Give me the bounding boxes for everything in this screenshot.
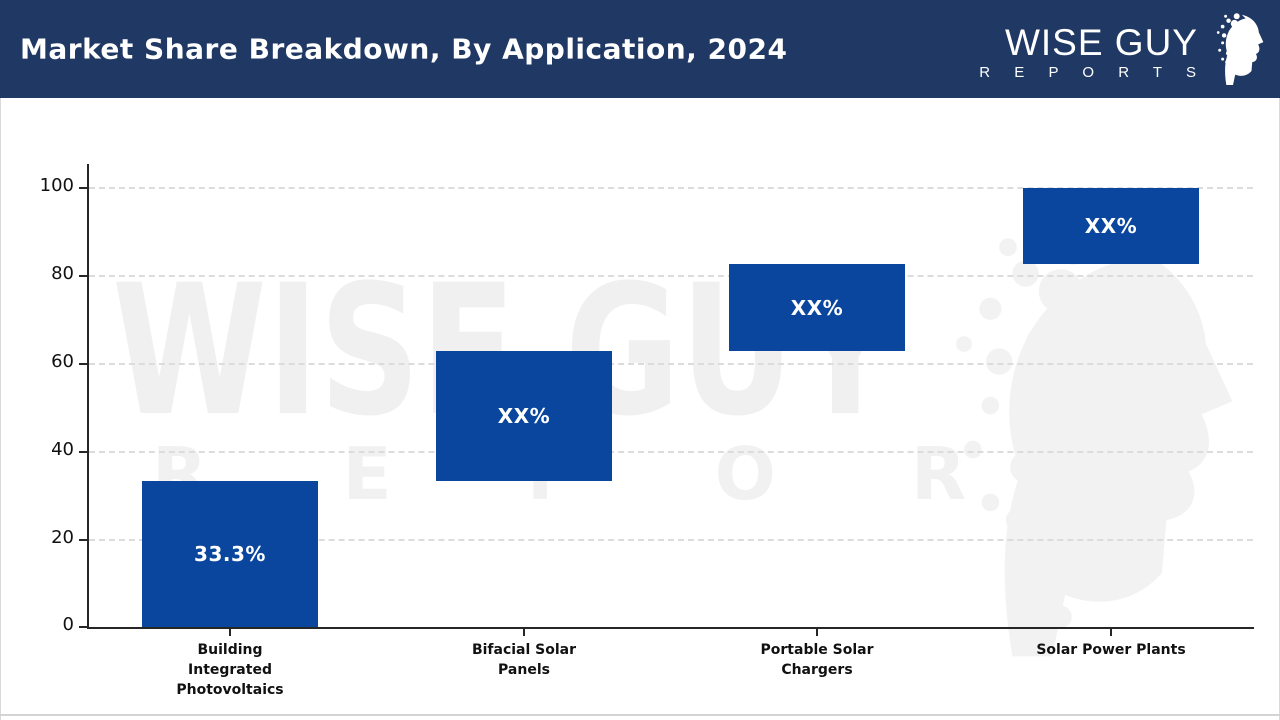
y-axis-tick-label: 40 — [51, 439, 74, 460]
bar-value-label: XX% — [1084, 214, 1138, 238]
y-axis-tick-label: 20 — [51, 527, 74, 548]
bar-value-label: XX% — [497, 404, 551, 428]
bar-building-integrated-photovoltaics: 33.3% — [142, 481, 318, 627]
y-axis-tick-label: 100 — [39, 175, 74, 196]
logo-reports-text: R E P O R T S — [979, 64, 1206, 81]
category-label-line: Portable Solar — [760, 642, 874, 658]
y-axis-line — [87, 164, 89, 629]
gridline — [89, 539, 1253, 541]
y-axis-tick-label: 80 — [51, 263, 74, 284]
y-axis-tick-label: 0 — [62, 614, 74, 635]
category-label-bifacial-solar-panels: Bifacial Solar Panels — [394, 640, 654, 680]
category-label-line: Building — [197, 642, 263, 658]
x-axis-tick — [229, 629, 231, 636]
watermark-face-icon — [956, 229, 1233, 657]
x-axis-tick — [523, 629, 525, 636]
page-border — [0, 714, 1280, 716]
x-axis-tick — [816, 629, 818, 636]
gridline — [89, 363, 1253, 365]
bar-bifacial-solar-panels: XX% — [436, 351, 612, 481]
page-title: Market Share Breakdown, By Application, … — [20, 32, 788, 66]
category-label-solar-power-plants: Solar Power Plants — [981, 640, 1241, 660]
gridline — [89, 451, 1253, 453]
category-label-line: Integrated — [188, 662, 272, 678]
y-axis-tick — [79, 539, 87, 541]
gridline — [89, 275, 1253, 277]
y-axis-tick — [79, 451, 87, 453]
x-axis-line — [87, 627, 1254, 629]
category-label-building-integrated-photovoltaics: Building Integrated Photovoltaics — [100, 640, 360, 700]
category-label-portable-solar-chargers: Portable Solar Chargers — [687, 640, 947, 680]
bar-value-label: 33.3% — [194, 542, 266, 566]
category-label-line: Bifacial Solar — [471, 642, 577, 658]
category-label-line: Panels — [498, 662, 550, 678]
x-axis-tick — [1110, 629, 1112, 636]
category-label-line: Chargers — [781, 662, 853, 678]
y-axis-tick-label: 60 — [51, 351, 74, 372]
gridline — [89, 187, 1253, 189]
bar-portable-solar-chargers: XX% — [729, 264, 905, 351]
logo-wiseguy-text: WISE GUY — [1004, 22, 1198, 63]
y-axis-tick — [79, 626, 87, 628]
header-bar: Market Share Breakdown, By Application, … — [0, 0, 1280, 98]
category-label-line: Photovoltaics — [176, 682, 284, 698]
y-axis-tick — [79, 187, 87, 189]
bar-solar-power-plants: XX% — [1023, 188, 1199, 264]
y-axis-tick — [79, 363, 87, 365]
bar-value-label: XX% — [790, 295, 844, 320]
wiseguy-logo: WISE GUY R E P O R T S — [979, 8, 1270, 92]
y-axis-tick — [79, 275, 87, 277]
page-border — [0, 98, 1, 720]
logo-face-icon — [1216, 13, 1264, 86]
category-label-line: Solar Power Plants — [1036, 642, 1186, 658]
